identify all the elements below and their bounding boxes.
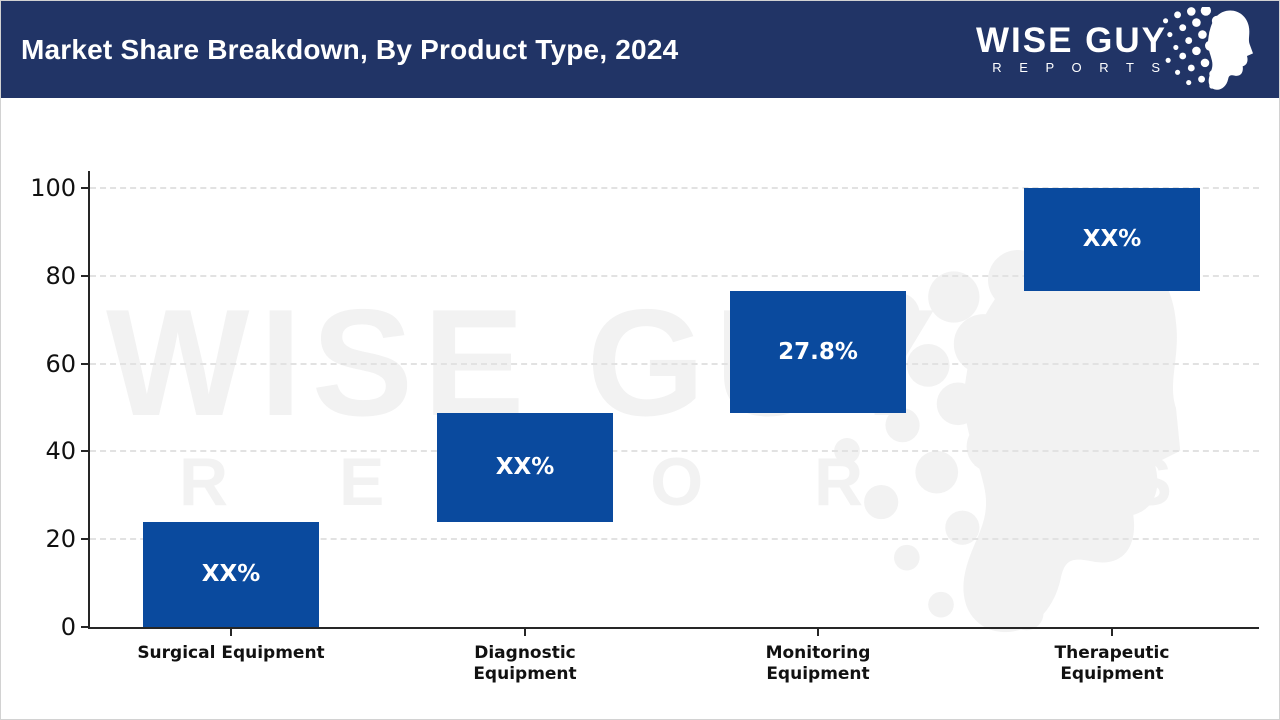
y-axis-tick-mark-20	[81, 538, 89, 541]
gridline-y-80	[90, 274, 1259, 277]
gridline-y-20	[90, 538, 1259, 541]
y-axis-tick-label-80: 80	[45, 261, 76, 290]
bar-diagnostic-equipment: XX%	[437, 412, 613, 522]
y-axis-tick-label-40: 40	[45, 437, 76, 466]
x-axis-tick-mark-therapeutic-equipment	[1111, 629, 1113, 636]
brand-name: WISE GUY	[975, 21, 1167, 60]
y-axis-tick-label-0: 0	[60, 613, 76, 641]
x-axis-category-label-line: Equipment	[766, 664, 870, 684]
bar-value-label-monitoring-equipment: 27.8%	[778, 338, 858, 365]
x-axis-category-label-line: Monitoring	[765, 643, 871, 663]
x-axis-category-label-line: Surgical Equipment	[137, 643, 325, 663]
x-axis-tick-mark-diagnostic-equipment	[524, 629, 526, 636]
brand-logo: WISE GUY R E P O R T S	[975, 6, 1253, 93]
chart-title: Market Share Breakdown, By Product Type,…	[21, 33, 679, 65]
x-axis-line	[88, 627, 1259, 629]
x-axis-tick-mark-monitoring-equipment	[817, 629, 819, 636]
y-axis-tick-mark-60	[81, 362, 89, 365]
y-axis-tick-mark-100	[81, 187, 89, 189]
header: Market Share Breakdown, By Product Type,…	[1, 1, 1279, 98]
bar-value-label-therapeutic-equipment: XX%	[1082, 226, 1142, 253]
x-axis-category-label-surgical-equipment: Surgical Equipment	[116, 643, 346, 664]
bar-value-label-surgical-equipment: XX%	[201, 561, 261, 588]
y-axis-line	[88, 171, 90, 629]
brand-tagline: R E P O R T S	[992, 60, 1167, 75]
bar-value-label-diagnostic-equipment: XX%	[495, 454, 555, 481]
x-axis-category-label-therapeutic-equipment: Therapeutic Equipment	[997, 643, 1227, 685]
gridline-y-40	[90, 450, 1259, 453]
bar-monitoring-equipment: 27.8%	[730, 290, 906, 413]
y-axis-tick-mark-80	[81, 274, 89, 277]
y-axis-tick-mark-40	[81, 450, 89, 453]
x-axis-tick-mark-surgical-equipment	[230, 629, 232, 636]
x-axis-category-label-line: Equipment	[473, 664, 577, 684]
x-axis-category-label-diagnostic-equipment: Diagnostic Equipment	[410, 643, 640, 685]
bar-therapeutic-equipment: XX%	[1024, 188, 1200, 291]
x-axis-category-label-line: Diagnostic	[474, 643, 576, 663]
plot-canvas: WISE GUY R E P O R T S 0 20 40 60 80 100 XX% Su…	[1, 98, 1279, 719]
y-axis-tick-label-60: 60	[45, 349, 76, 378]
y-axis-tick-label-100: 100	[30, 174, 76, 202]
brand-face-dots-icon	[1163, 6, 1253, 90]
gridline-y-60	[90, 362, 1259, 365]
x-axis-category-label-line: Therapeutic	[1054, 643, 1170, 663]
y-axis-tick-label-20: 20	[45, 525, 76, 554]
x-axis-category-label-line: Equipment	[1060, 664, 1164, 684]
brand-logo-text: WISE GUY R E P O R T S	[975, 21, 1167, 75]
gridline-y-100	[90, 187, 1259, 189]
bar-surgical-equipment: XX%	[143, 521, 319, 627]
x-axis-category-label-monitoring-equipment: Monitoring Equipment	[703, 643, 933, 685]
y-axis-tick-mark-0	[81, 626, 89, 628]
